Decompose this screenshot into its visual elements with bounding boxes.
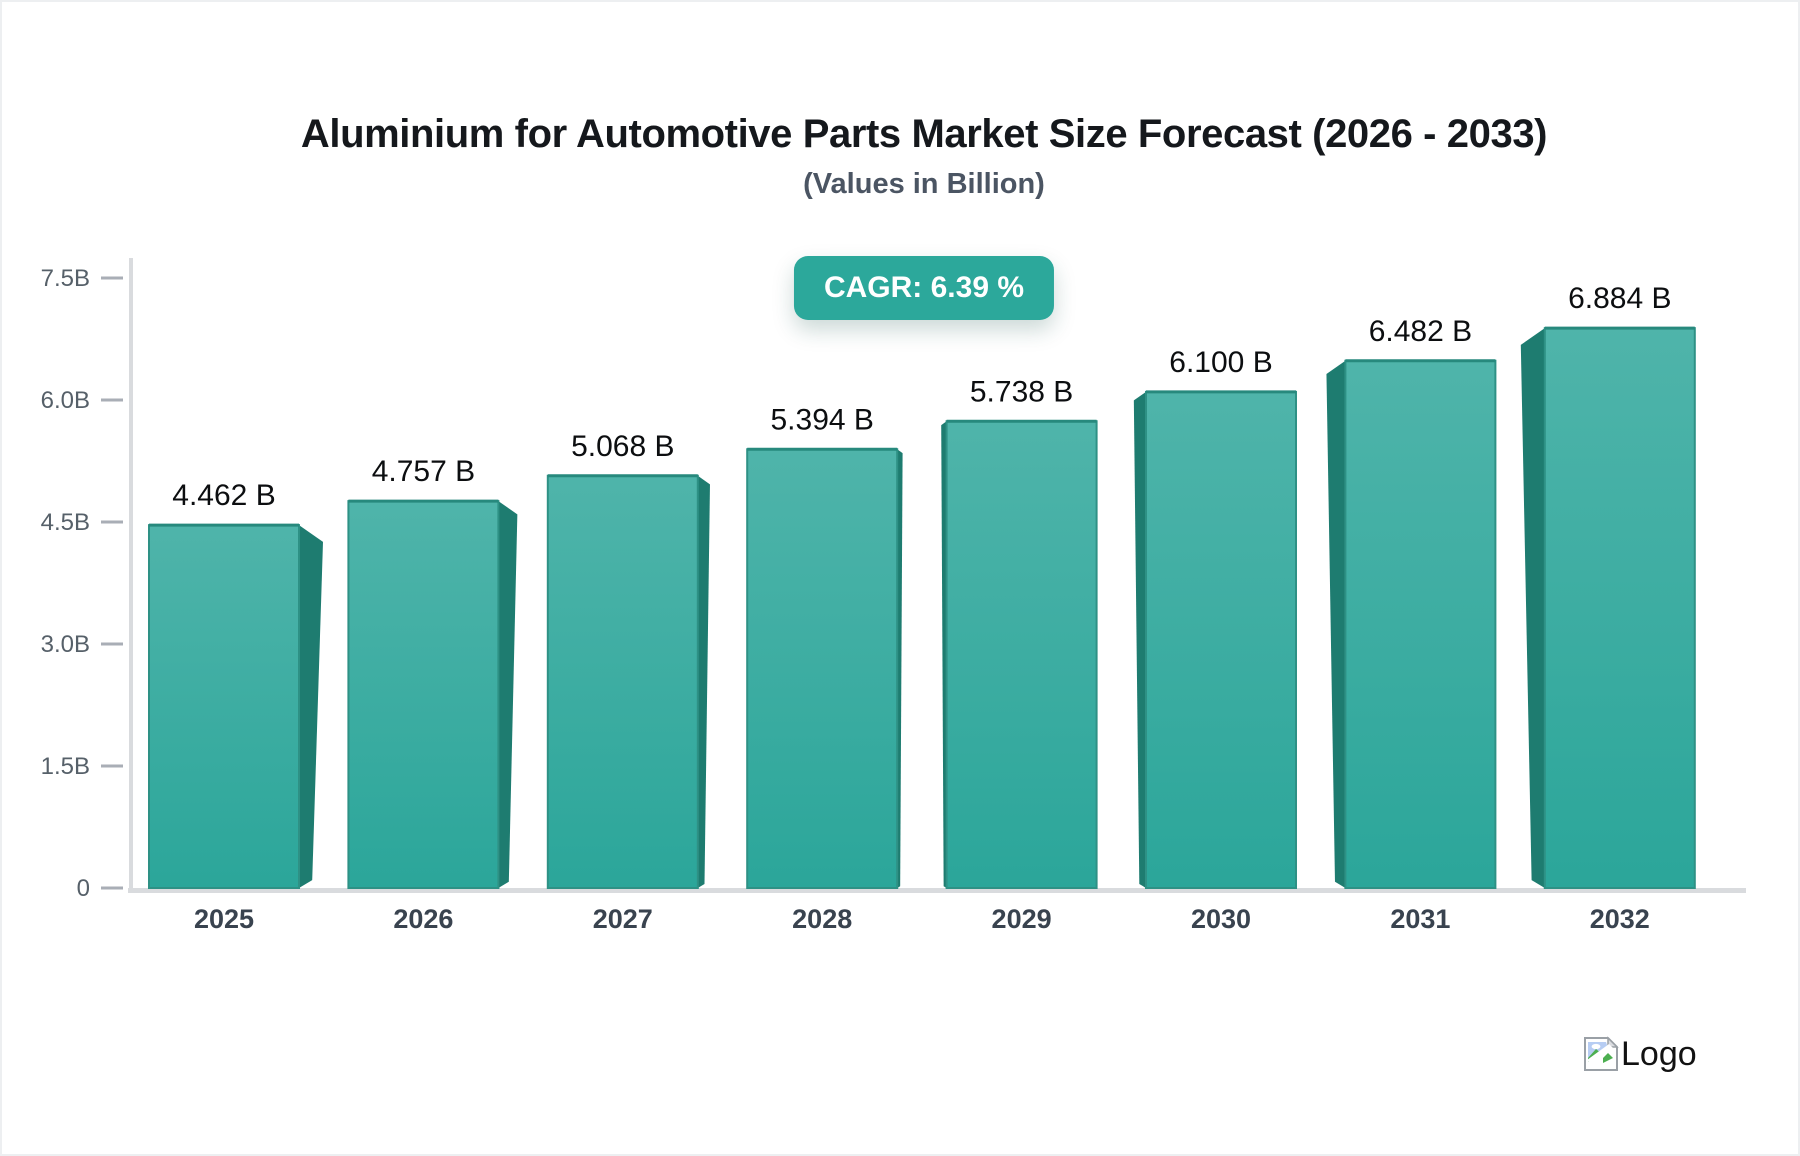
y-tick-label: 3.0B xyxy=(41,631,90,658)
bar-face xyxy=(347,500,500,889)
bar-value-label: 6.482 B xyxy=(1369,315,1472,348)
bar-face xyxy=(148,524,300,889)
bar-value-label: 6.884 B xyxy=(1568,282,1671,315)
bar-value-label: 4.462 B xyxy=(172,479,275,512)
bar-value-label: 6.100 B xyxy=(1169,346,1272,379)
x-axis-label: 2032 xyxy=(1590,904,1650,934)
bar-value-label: 4.757 B xyxy=(372,455,475,488)
x-axis-label: 2027 xyxy=(593,904,653,934)
logo: Logo xyxy=(1582,1036,1697,1072)
bar-face xyxy=(945,420,1098,889)
y-tick-label: 0 xyxy=(77,875,90,902)
bar-side-face xyxy=(897,449,903,888)
y-tick-label: 6.0B xyxy=(41,387,90,414)
y-tick-label: 7.5B xyxy=(41,265,90,292)
bar-side-face xyxy=(1133,391,1146,888)
logo-alt-text: Logo xyxy=(1621,1035,1697,1073)
y-tick-label: 4.5B xyxy=(41,509,90,536)
bar-value-label: 5.394 B xyxy=(770,403,873,436)
bar-side-face xyxy=(697,475,710,888)
x-axis-label: 2030 xyxy=(1191,904,1251,934)
bar-face xyxy=(1344,359,1497,889)
bar-side-face xyxy=(498,501,518,888)
y-tick-label: 1.5B xyxy=(41,753,90,780)
bar-value-label: 5.738 B xyxy=(970,375,1073,408)
x-axis-label: 2031 xyxy=(1390,904,1450,934)
x-axis-label: 2028 xyxy=(792,904,852,934)
bar-side-face xyxy=(1326,360,1346,888)
x-axis-label: 2026 xyxy=(393,904,453,934)
bar-face xyxy=(1145,390,1297,889)
bar-face xyxy=(746,448,899,889)
cagr-badge: CAGR: 6.39 % xyxy=(793,256,1055,320)
bar-face xyxy=(546,474,699,889)
broken-image-icon xyxy=(1584,1036,1619,1071)
bar-value-label: 5.068 B xyxy=(571,430,674,463)
x-axis-label: 2025 xyxy=(194,904,254,934)
bar-side-face xyxy=(299,525,323,888)
bar-side-face xyxy=(1520,328,1545,888)
bar-face xyxy=(1543,327,1696,889)
x-axis-label: 2029 xyxy=(992,904,1052,934)
bar-side-face xyxy=(941,421,947,888)
